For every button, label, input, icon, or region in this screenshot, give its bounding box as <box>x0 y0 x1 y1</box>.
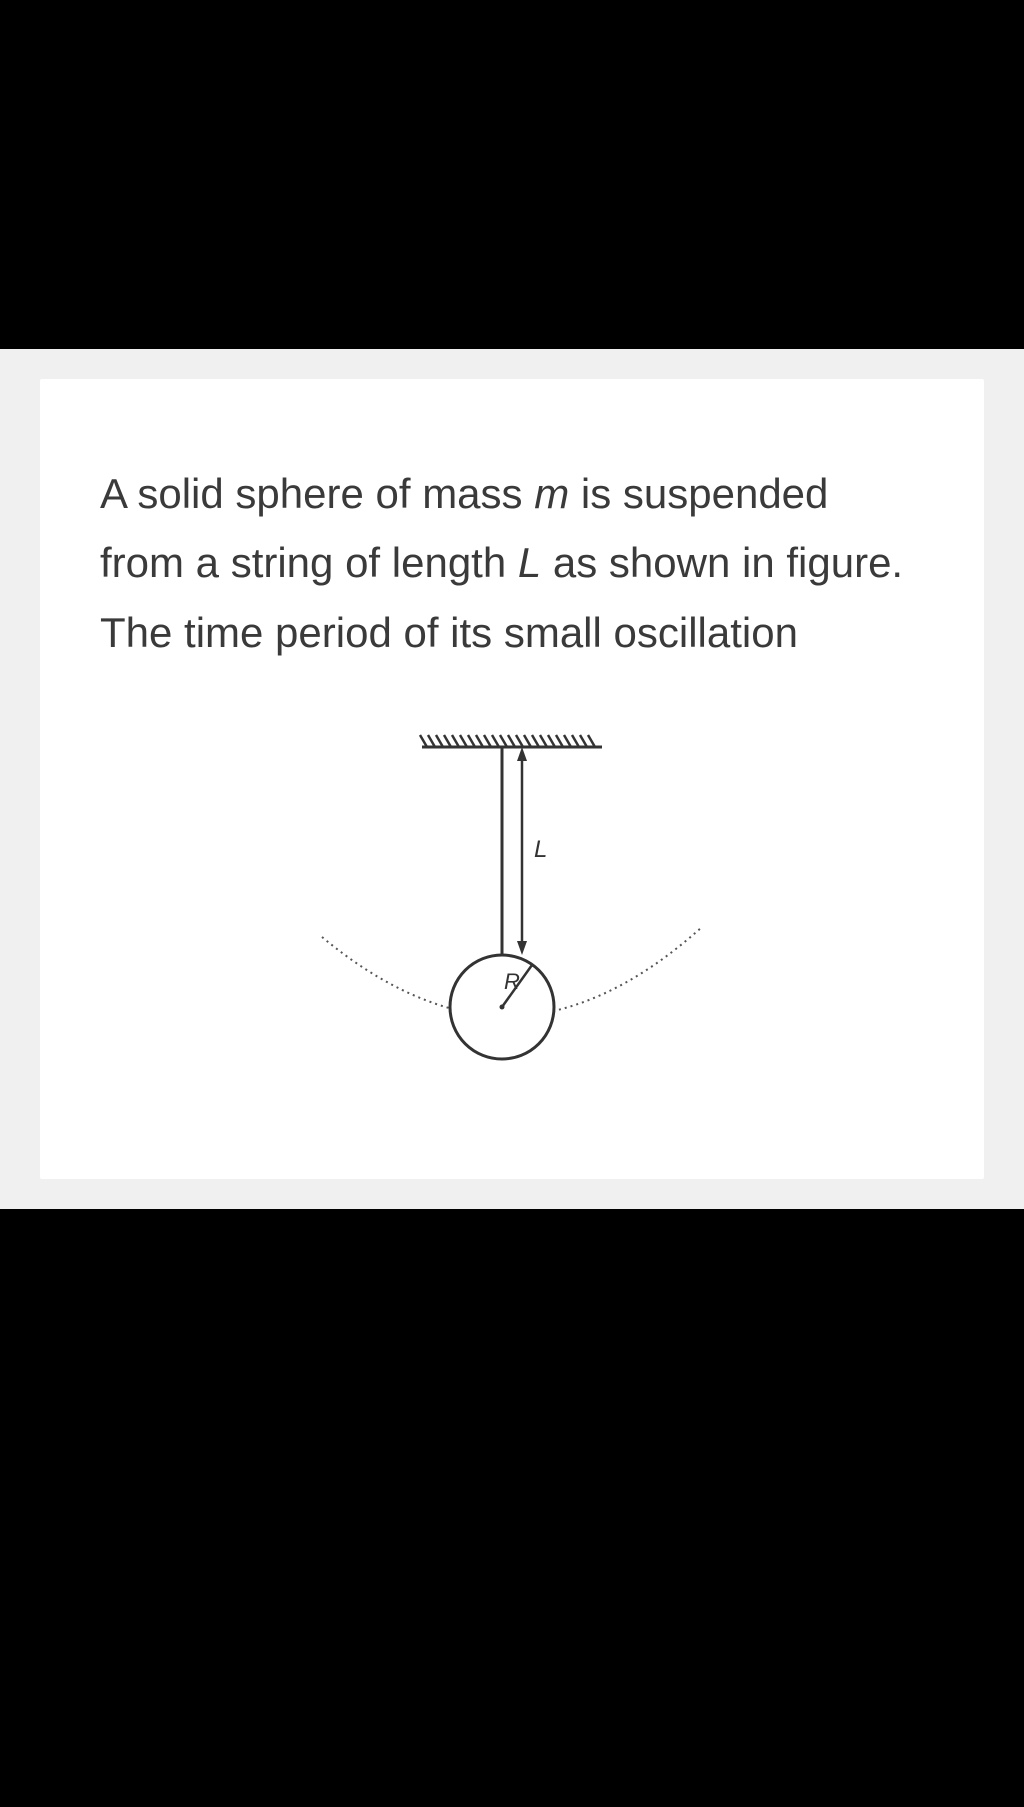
figure-container: L R <box>100 717 924 1097</box>
question-text: A solid sphere of mass m is suspended fr… <box>100 459 924 667</box>
content-area: A solid sphere of mass m is suspended fr… <box>0 349 1024 1209</box>
label-L: L <box>534 836 547 863</box>
label-R: R <box>504 969 520 994</box>
text-part-0: A solid sphere of mass <box>100 470 534 517</box>
length-arrow-top <box>517 747 527 761</box>
pendulum-diagram: L R <box>302 727 722 1087</box>
length-arrow-bottom <box>517 941 527 955</box>
ceiling-hatch <box>420 735 602 747</box>
text-part-3-italic: L <box>518 539 541 586</box>
question-card: A solid sphere of mass m is suspended fr… <box>40 379 984 1179</box>
text-part-1-italic: m <box>534 470 569 517</box>
center-dot <box>500 1004 505 1009</box>
